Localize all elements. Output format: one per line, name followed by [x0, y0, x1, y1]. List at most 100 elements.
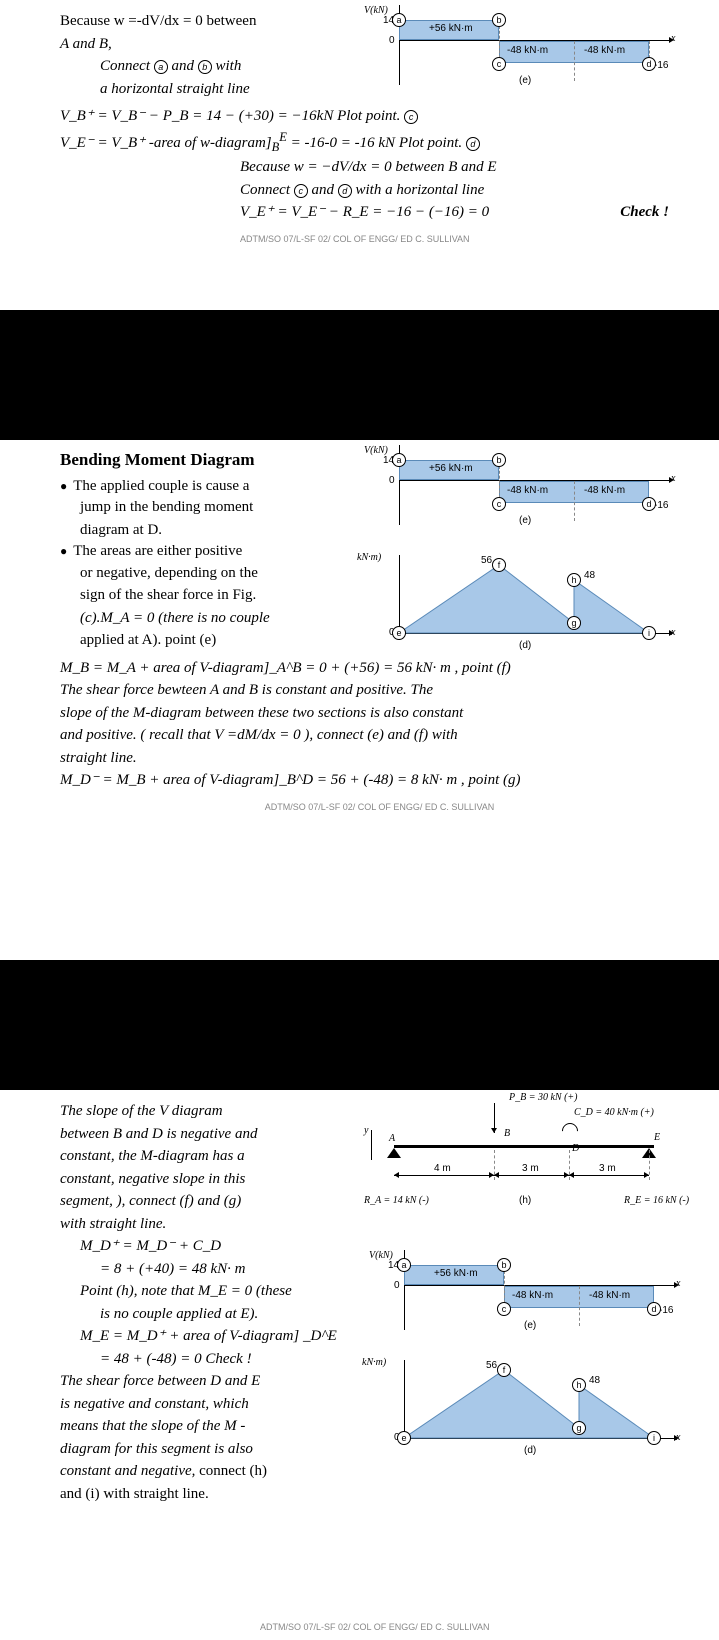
line: constant, negative slope in this: [60, 1168, 380, 1191]
line: or negative, depending on the: [60, 562, 400, 585]
pt-f: f: [492, 558, 506, 572]
line: applied at A). point (e): [60, 629, 400, 652]
m-diagram-3: kN·m) 56 48 8 0 e f g h i (d) x: [404, 1360, 694, 1460]
tick: 0: [394, 1280, 400, 1291]
pt: g: [572, 1421, 586, 1435]
line: is negative and constant, which: [60, 1393, 380, 1416]
line: and positive. ( recall that V =dM/dx = 0…: [60, 724, 699, 747]
pt: f: [497, 1363, 511, 1377]
line: The shear force bewteen A and B is const…: [60, 679, 699, 702]
pt-a: a: [392, 13, 406, 27]
pt: h: [572, 1378, 586, 1392]
pt-E: E: [654, 1132, 660, 1143]
tick: 0: [389, 35, 395, 46]
bar-label: -48 kN·m: [584, 45, 625, 56]
beam-diagram: P_B = 30 kN (+) C_D = 40 kN·m (+) y A B …: [394, 1095, 694, 1235]
bar-label: +56 kN·m: [434, 1268, 478, 1279]
line: between B and D is negative and: [60, 1123, 380, 1146]
pt-B: B: [504, 1128, 510, 1139]
bar-label: -48 kN·m: [512, 1290, 553, 1301]
eq: V_E⁻ = V_B⁺ -area of w-diagram]BE = -16-…: [60, 128, 699, 157]
footer: ADTM/SO 07/L-SF 02/ COL OF ENGG/ ED C. S…: [60, 802, 699, 812]
bar-label: +56 kN·m: [429, 463, 473, 474]
dim: 3 m: [522, 1163, 539, 1174]
eq: M_D⁺ = M_D⁻ + C_D: [60, 1235, 380, 1258]
eq: = 48 + (-48) = 0 Check !: [60, 1348, 380, 1371]
section-title: Bending Moment Diagram: [60, 450, 400, 470]
pt-d: d: [642, 57, 656, 71]
page1-text: Because w =-dV/dx = 0 between A and B, C…: [60, 10, 400, 100]
eq: = 8 + (+40) = 48 kN· m: [60, 1258, 380, 1281]
check-label: Check !: [620, 201, 669, 224]
ylabel: kN·m): [357, 552, 381, 563]
line: constant, the M-diagram has a: [60, 1145, 380, 1168]
v-diagram-2: V(kN) 14 0 -16 +56 kN·m -48 kN·m -48 kN·…: [399, 445, 689, 545]
line: Because w =-dV/dx = 0 between: [60, 10, 400, 33]
line: (c).M_A = 0 (there is no couple: [60, 607, 400, 630]
pt: d: [647, 1302, 661, 1316]
line: A and B,: [60, 33, 400, 56]
pt-g: g: [567, 616, 581, 630]
bar-label: -48 kN·m: [507, 45, 548, 56]
line: jump in the bending moment: [60, 496, 400, 519]
bar-label: -48 kN·m: [584, 485, 625, 496]
pt: e: [397, 1431, 411, 1445]
line: constant and negative, connect (h): [60, 1460, 380, 1483]
line: Point (h), note that M_E = 0 (these: [60, 1280, 380, 1303]
bar-label: -48 kN·m: [507, 485, 548, 496]
h-label: (h): [519, 1195, 531, 1206]
pt: c: [497, 1302, 511, 1316]
eq: M_B = M_A + area of V-diagram]_A^B = 0 +…: [60, 657, 699, 680]
footer: ADTM/SO 07/L-SF 02/ COL OF ENGG/ ED C. S…: [260, 1622, 490, 1632]
line: The shear force between D and E: [60, 1370, 380, 1393]
ylabel: kN·m): [362, 1357, 386, 1368]
page3-text: The slope of the V diagram between B and…: [60, 1100, 380, 1505]
d-label: (d): [524, 1445, 536, 1456]
reaction-label: R_A = 14 kN (-): [364, 1195, 429, 1206]
line: diagram at D.: [60, 519, 400, 542]
pt-b: b: [492, 13, 506, 27]
tick: -16: [659, 1305, 673, 1316]
pt-i: i: [642, 626, 656, 640]
eq: V_B⁺ = V_B⁻ − P_B = 14 − (+30) = −16kN P…: [60, 105, 699, 128]
pt: i: [647, 1431, 661, 1445]
line: straight line.: [60, 747, 699, 770]
bullet: The applied couple is cause a: [60, 476, 400, 496]
eq: V_E⁺ = V_E⁻ − R_E = −16 − (−16) = 0 Chec…: [60, 201, 699, 224]
line: The slope of the V diagram: [60, 1100, 380, 1123]
pt: a: [397, 1258, 411, 1272]
tick: -16: [654, 500, 668, 511]
line: Because w = −dV/dx = 0 between B and E: [60, 156, 699, 179]
bullet: The areas are either positive: [60, 541, 400, 561]
dim: 3 m: [599, 1163, 616, 1174]
line: segment, ), connect (f) and (g): [60, 1190, 380, 1213]
eq: M_D⁻ = M_B + area of V-diagram]_B^D = 56…: [60, 769, 699, 792]
tick: 0: [389, 475, 395, 486]
line: Connect a and b with: [60, 55, 400, 78]
pt: b: [497, 1258, 511, 1272]
force-label: P_B = 30 kN (+): [509, 1092, 577, 1103]
pt-e: e: [392, 626, 406, 640]
line: sign of the shear force in Fig.: [60, 584, 400, 607]
moment-label: C_D = 40 kN·m (+): [574, 1107, 654, 1118]
line: diagram for this segment is also: [60, 1438, 380, 1461]
m-diagram-2: kN·m) 56 48 8 0 e f g h i (d) x: [399, 555, 689, 650]
line: and (i) with straight line.: [60, 1483, 380, 1506]
page-2: Bending Moment Diagram The applied coupl…: [0, 440, 719, 960]
line: means that the slope of the M -: [60, 1415, 380, 1438]
page-1: Because w =-dV/dx = 0 between A and B, C…: [0, 0, 719, 310]
pt-A: A: [389, 1133, 395, 1144]
page2-text: Bending Moment Diagram The applied coupl…: [60, 450, 400, 652]
v-diagram-1: V(kN) 14 0 -16 +56 kN·m -48 kN·m -48 kN·…: [399, 5, 689, 105]
line: Connect c and d with a horizontal line: [60, 179, 699, 202]
page-3: The slope of the V diagram between B and…: [0, 1090, 719, 1640]
bar-label: -48 kN·m: [589, 1290, 630, 1301]
footer: ADTM/SO 07/L-SF 02/ COL OF ENGG/ ED C. S…: [60, 234, 699, 244]
reaction-label: R_E = 16 kN (-): [624, 1195, 689, 1206]
pt-D: D: [572, 1143, 579, 1154]
v-diagram-3: V(kN) 14 0 -16 +56 kN·m -48 kN·m -48 kN·…: [404, 1250, 694, 1350]
eq: M_E = M_D⁺ + area of V-diagram] _D^E: [60, 1325, 380, 1348]
line: is no couple applied at E).: [60, 1303, 380, 1326]
pt-h: h: [567, 573, 581, 587]
dim: 4 m: [434, 1163, 451, 1174]
